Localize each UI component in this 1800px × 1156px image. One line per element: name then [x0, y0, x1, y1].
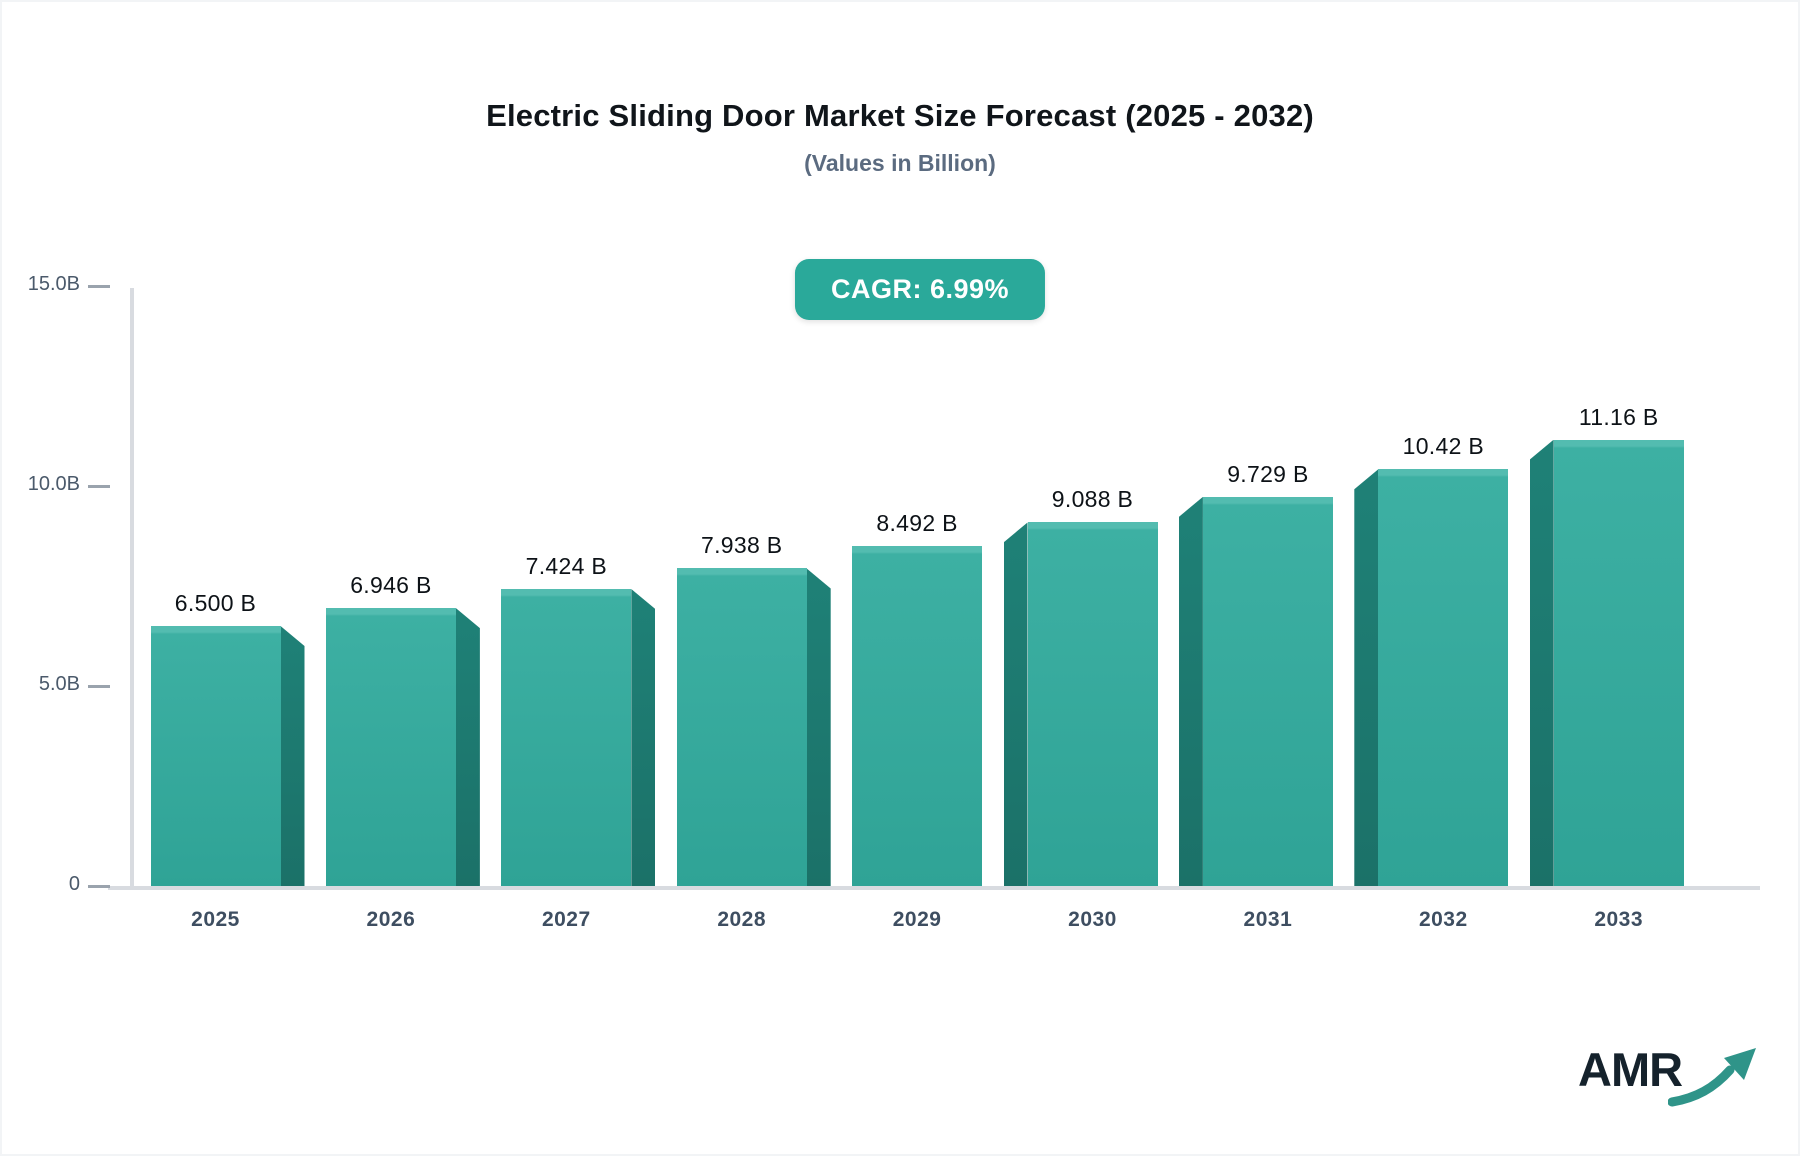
y-tick-label-5.0B: 5.0B — [38, 673, 80, 695]
x-tick-label-2033: 2033 — [1594, 908, 1644, 931]
cagr-badge: CAGR: 6.99% — [794, 259, 1046, 320]
bar-2029: 8.492 B — [852, 510, 983, 886]
chart-subtitle: (Values in Billion) — [804, 150, 996, 176]
bar-2030: 9.088 B — [1003, 486, 1158, 886]
bar-value-label-2030: 9.088 B — [1051, 486, 1134, 513]
bar-2031: 9.729 B — [1178, 461, 1333, 886]
bar-2025: 6.500 B — [150, 590, 305, 886]
x-tick-label-2027: 2027 — [541, 908, 591, 931]
x-tick-label-2029: 2029 — [892, 908, 942, 931]
bar-front-2028 — [676, 568, 807, 886]
bar-2033: 11.16 B — [1529, 404, 1684, 886]
bar-side-2026 — [455, 608, 480, 886]
bar-value-label-2032: 10.42 B — [1402, 433, 1484, 460]
x-tick-label-2028: 2028 — [717, 908, 767, 931]
bar-value-label-2026: 6.946 B — [350, 572, 432, 599]
y-tick-dash-5.0B — [88, 684, 110, 688]
y-tick-label-15.0B: 15.0B — [27, 273, 80, 295]
bar-side-2028 — [806, 568, 831, 886]
y-tick-dash-15.0B — [88, 284, 110, 288]
bar-side-2027 — [631, 589, 656, 886]
y-tick-label-10.0B: 10.0B — [27, 473, 80, 495]
bar-2032: 10.42 B — [1354, 433, 1509, 886]
y-axis-line — [130, 288, 134, 888]
bar-side-2025 — [280, 626, 305, 886]
bar-side-2030 — [1003, 522, 1028, 886]
y-tick-label-0: 0 — [68, 873, 80, 895]
bar-side-2033 — [1529, 439, 1554, 886]
x-tick-label-2032: 2032 — [1418, 908, 1468, 931]
x-axis-line — [108, 886, 1760, 890]
x-tick-label-2026: 2026 — [366, 908, 416, 931]
bar-front-2031 — [1202, 496, 1333, 886]
bar-2026: 6.946 B — [325, 572, 480, 886]
bar-front-2032 — [1378, 469, 1509, 886]
bar-side-2032 — [1354, 469, 1379, 886]
y-tick-dash-0 — [88, 884, 110, 888]
x-tick-label-2031: 2031 — [1243, 908, 1293, 931]
x-tick-label-2025: 2025 — [191, 908, 240, 931]
bar-value-label-2027: 7.424 B — [525, 553, 607, 580]
bar-front-2025 — [150, 626, 281, 886]
bar-value-label-2031: 9.729 B — [1227, 460, 1309, 487]
bar-2028: 7.938 B — [676, 532, 831, 886]
growth-arrow-icon — [1668, 1048, 1757, 1107]
amr-logo: AMR — [1578, 1042, 1768, 1108]
bar-front-2030 — [1027, 522, 1158, 886]
bar-front-2033 — [1553, 439, 1684, 886]
bar-value-label-2025: 6.500 B — [174, 590, 257, 616]
x-tick-label-2030: 2030 — [1068, 908, 1117, 931]
y-tick-dash-10.0B — [88, 484, 110, 488]
bar-value-label-2029: 8.492 B — [876, 510, 958, 537]
amr-logo-text: AMR — [1578, 1043, 1683, 1096]
bar-side-2031 — [1178, 496, 1203, 886]
bar-front-2029 — [852, 546, 983, 886]
bar-front-2027 — [501, 589, 632, 886]
bar-value-label-2033: 11.16 B — [1578, 403, 1659, 430]
bar-front-2026 — [325, 608, 456, 886]
bar-2027: 7.424 B — [501, 553, 656, 886]
bar-value-label-2028: 7.938 B — [700, 532, 783, 559]
chart-title: Electric Sliding Door Market Size Foreca… — [486, 98, 1314, 133]
